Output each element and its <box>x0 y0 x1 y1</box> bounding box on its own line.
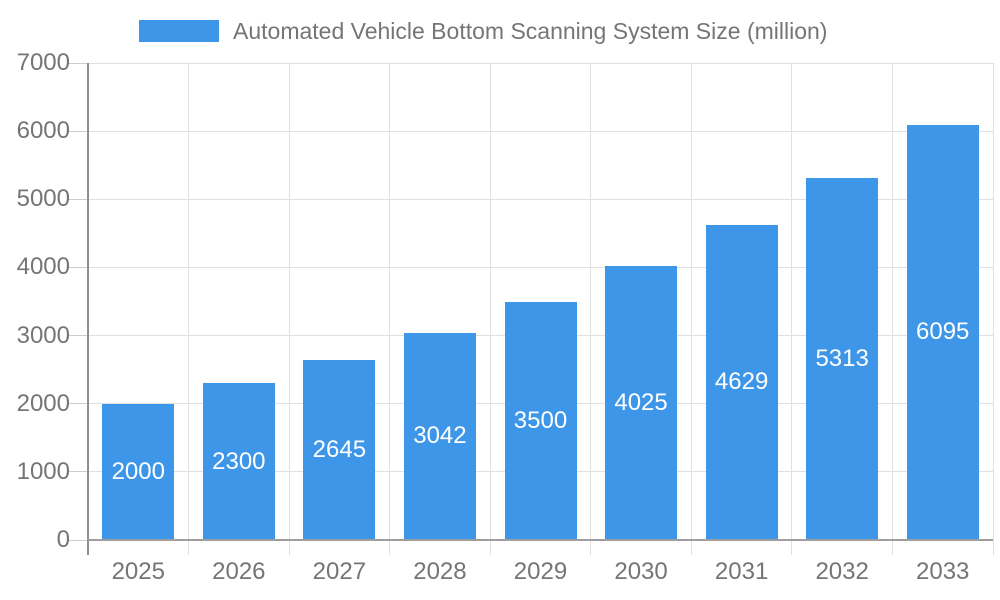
y-tick-label: 2000 <box>16 389 70 417</box>
y-tick-label: 3000 <box>16 321 70 349</box>
gridline-vertical <box>590 63 592 555</box>
bar-value-label: 4025 <box>614 388 668 416</box>
y-axis-tick <box>68 266 88 268</box>
bar-value-label: 3042 <box>413 422 467 450</box>
y-tick-label: 6000 <box>16 117 70 145</box>
x-tick-label: 2025 <box>111 558 165 585</box>
gridline-vertical <box>489 63 491 555</box>
bar-value-label: 2000 <box>111 457 165 485</box>
gridline-vertical <box>992 63 994 555</box>
y-axis-line <box>87 63 89 555</box>
y-axis-tick <box>68 62 88 64</box>
y-tick-label: 5000 <box>16 185 70 213</box>
y-axis-tick <box>68 130 88 132</box>
bar[interactable]: 5313 <box>806 177 879 540</box>
y-tick-label: 4000 <box>16 253 70 281</box>
y-tick-label: 0 <box>56 526 70 553</box>
gridline-horizontal <box>88 62 993 64</box>
bar[interactable]: 6095 <box>906 124 979 540</box>
y-tick-label: 1000 <box>16 457 70 485</box>
gridline-vertical <box>891 63 893 555</box>
gridline-horizontal <box>88 266 993 268</box>
gridline-vertical <box>690 63 692 555</box>
x-tick-label: 2026 <box>212 558 266 585</box>
bar[interactable]: 3500 <box>504 301 577 540</box>
bar[interactable]: 2000 <box>102 403 175 540</box>
bar-value-label: 2300 <box>212 447 266 475</box>
bar-value-label: 4629 <box>714 368 769 396</box>
x-tick-label: 2033 <box>916 558 970 585</box>
bar[interactable]: 4629 <box>705 224 778 540</box>
gridline-horizontal <box>88 130 993 132</box>
y-axis-tick <box>68 403 88 405</box>
bar-value-label: 5313 <box>815 344 869 372</box>
gridline-vertical <box>188 63 190 555</box>
bar[interactable]: 2300 <box>202 383 275 540</box>
gridline-vertical <box>791 63 793 555</box>
legend-swatch-icon <box>139 20 219 42</box>
bar[interactable]: 3042 <box>403 332 476 540</box>
gridline-vertical <box>389 63 391 555</box>
x-tick-label: 2030 <box>614 558 668 585</box>
x-tick-label: 2029 <box>513 558 568 585</box>
y-axis-tick <box>68 539 88 541</box>
bar-value-label: 3500 <box>513 406 568 434</box>
x-tick-label: 2027 <box>312 558 367 585</box>
bar[interactable]: 2645 <box>303 359 376 540</box>
gridline-horizontal <box>88 198 993 200</box>
gridline-vertical <box>288 63 290 555</box>
y-axis-tick <box>68 335 88 337</box>
bar[interactable]: 4025 <box>605 265 678 540</box>
bar-value-label: 6095 <box>916 318 970 346</box>
y-tick-label: 7000 <box>16 49 70 76</box>
x-axis-line <box>88 539 993 541</box>
x-tick-label: 2032 <box>815 558 869 585</box>
legend-label: Automated Vehicle Bottom Scanning System… <box>233 17 828 44</box>
x-tick-label: 2031 <box>714 558 769 585</box>
y-axis-tick <box>68 198 88 200</box>
bar-value-label: 2645 <box>312 435 367 463</box>
legend[interactable]: Automated Vehicle Bottom Scanning System… <box>139 18 827 44</box>
x-tick-label: 2028 <box>413 558 467 585</box>
y-axis-tick <box>68 471 88 473</box>
